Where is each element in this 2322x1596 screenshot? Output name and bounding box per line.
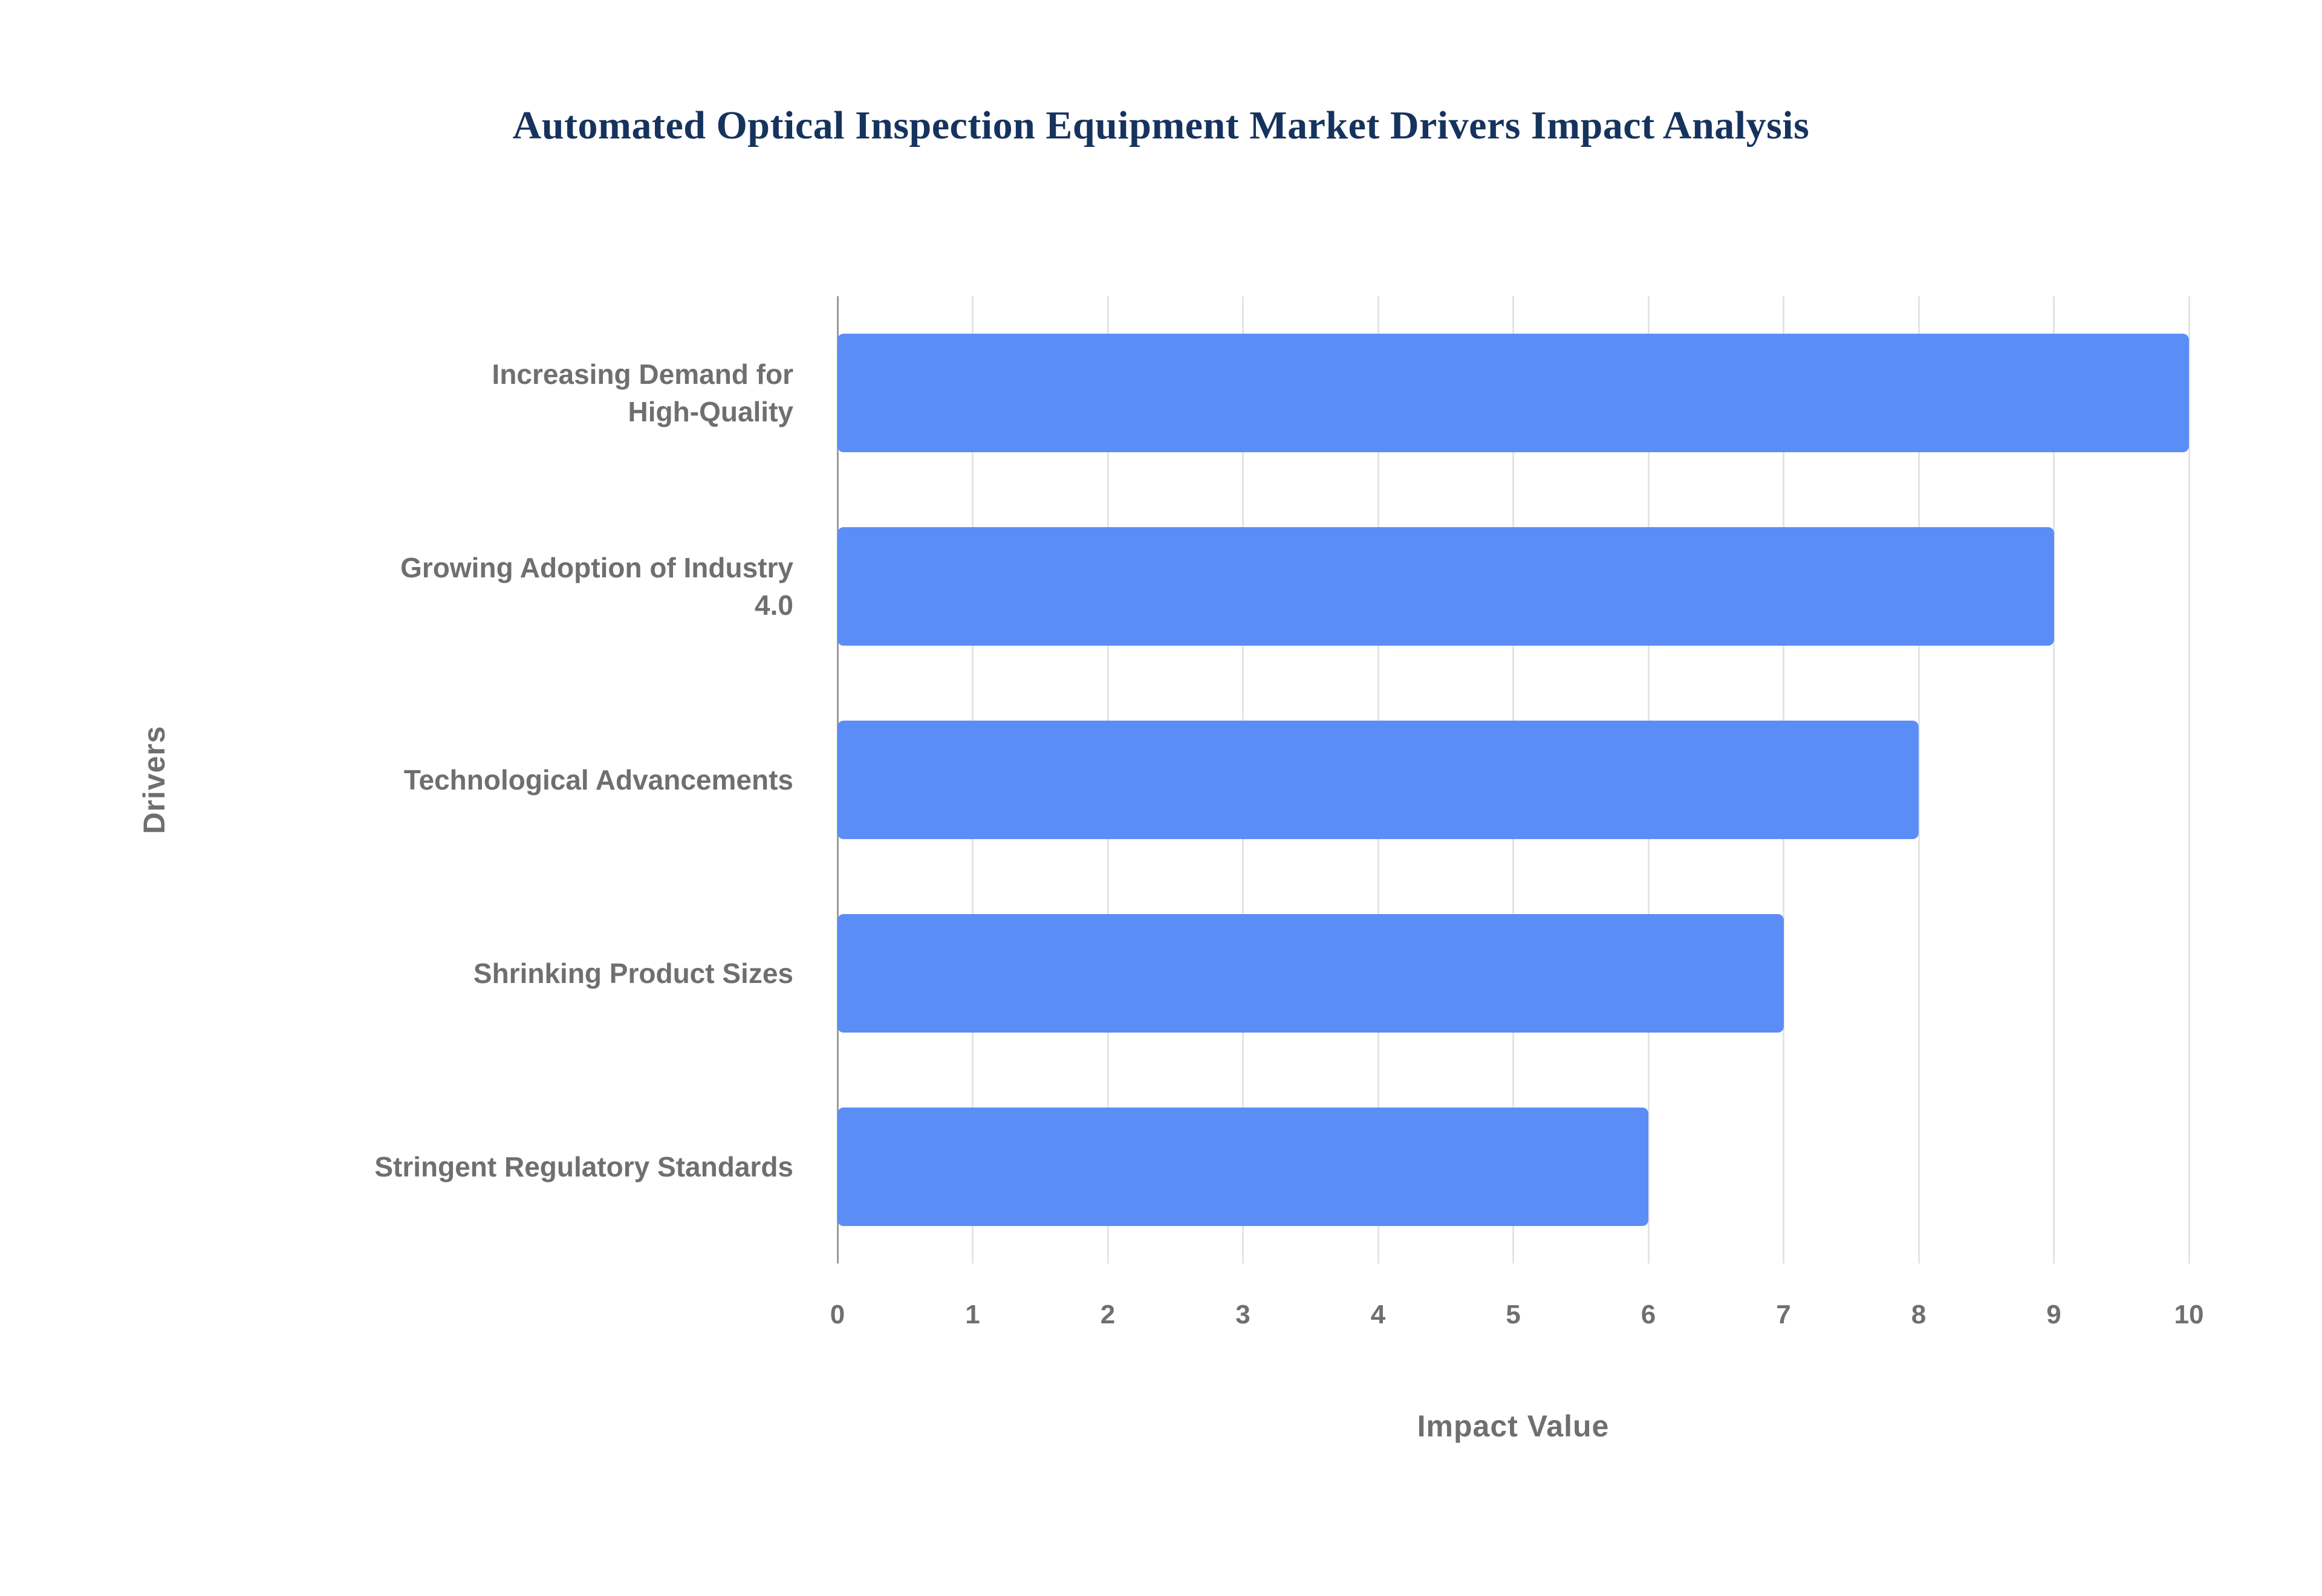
x-tick-label: 3 (1235, 1300, 1250, 1329)
bar-row (837, 490, 2189, 683)
category-label: Stringent Regulatory Standards (374, 1150, 793, 1182)
x-tick-label: 6 (1641, 1300, 1656, 1329)
x-tick-label: 1 (965, 1300, 980, 1329)
x-axis-ticks: 0 1 2 3 4 5 6 7 8 9 10 (830, 1300, 2204, 1342)
bar-row (837, 877, 2189, 1070)
gridline (2053, 296, 2055, 1264)
x-tick-label: 10 (2174, 1300, 2204, 1329)
bar-growing-adoption-of-industry-4-0 (837, 527, 2054, 646)
bar-row (837, 1070, 2189, 1264)
category-label: Growing Adoption of Industry 4.0 (400, 551, 793, 621)
bar-increasing-demand-for-high-quality (837, 334, 2189, 452)
category-label: Technological Advancements (403, 764, 793, 796)
x-tick-label: 4 (1370, 1300, 1386, 1329)
x-tick-label: 8 (1911, 1300, 1927, 1329)
gridline (2188, 296, 2190, 1264)
x-tick-label: 9 (2046, 1300, 2061, 1329)
bar-technological-advancements (837, 721, 1919, 839)
category-labels: Increasing Demand for High-Quality Growin… (284, 296, 816, 1264)
category-label-row: Growing Adoption of Industry 4.0 (284, 490, 816, 683)
plot-area (836, 296, 2190, 1264)
category-label-row: Stringent Regulatory Standards (284, 1070, 816, 1264)
x-tick-label: 7 (1776, 1300, 1791, 1329)
gridline (1917, 296, 1920, 1264)
category-label: Shrinking Product Sizes (473, 957, 793, 989)
category-label-row: Technological Advancements (284, 683, 816, 877)
x-tick-label: 2 (1100, 1300, 1116, 1329)
bar-shrinking-product-sizes (837, 914, 1784, 1033)
x-tick-label: 5 (1506, 1300, 1521, 1329)
x-axis-title: Impact Value (1417, 1409, 1610, 1443)
bar-row (837, 683, 2189, 877)
bar-row (837, 296, 2189, 490)
category-label-row: Increasing Demand for High-Quality (284, 296, 816, 490)
category-label: Increasing Demand for High-Quality (492, 358, 793, 427)
x-tick-label: 0 (830, 1300, 845, 1329)
category-label-row: Shrinking Product Sizes (284, 877, 816, 1070)
bar-stringent-regulatory-standards (837, 1108, 1648, 1226)
chart-title: Automated Optical Inspection Equipment M… (512, 103, 1810, 148)
y-axis-title: Drivers (137, 725, 171, 834)
